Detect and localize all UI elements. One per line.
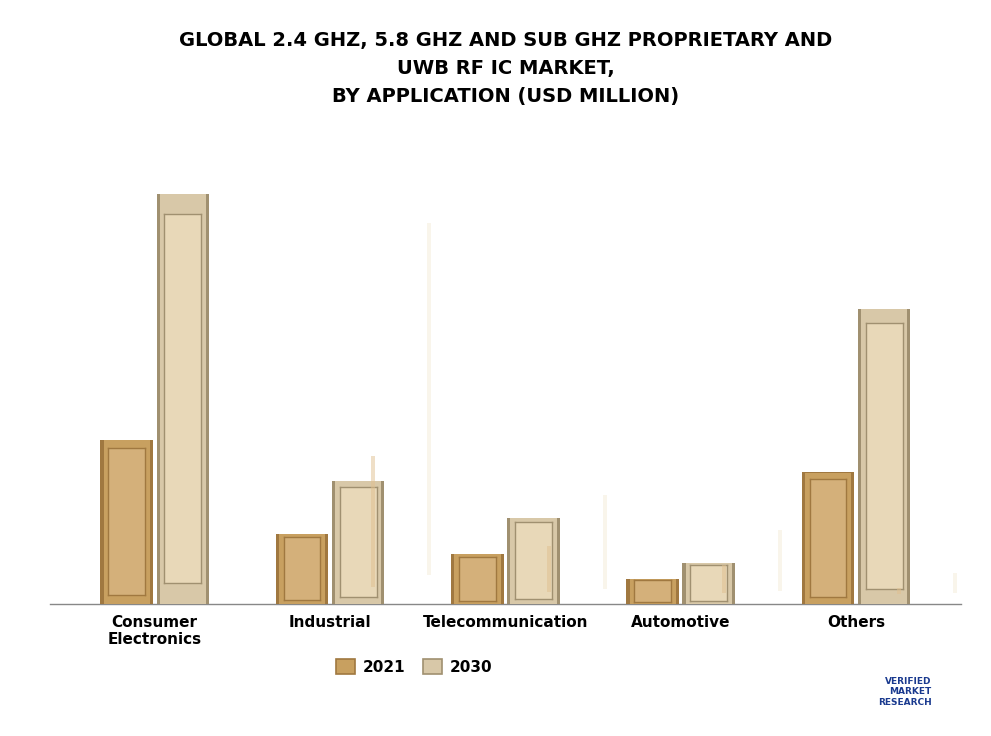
Bar	[626, 579, 679, 604]
Bar	[805, 473, 851, 604]
Bar	[897, 588, 901, 594]
Bar	[629, 579, 676, 604]
Bar	[603, 495, 606, 590]
Bar	[332, 481, 385, 604]
Bar	[686, 562, 732, 604]
Bar	[861, 308, 908, 604]
Bar	[427, 222, 431, 575]
Bar	[160, 194, 206, 604]
Bar	[454, 554, 500, 604]
Bar	[283, 537, 320, 600]
Bar	[778, 530, 782, 591]
Bar	[340, 486, 377, 598]
Bar	[100, 439, 153, 604]
Bar	[634, 580, 671, 602]
Bar	[515, 522, 552, 599]
Title: GLOBAL 2.4 GHZ, 5.8 GHZ AND SUB GHZ PROPRIETARY AND
UWB RF IC MARKET,
BY APPLICA: GLOBAL 2.4 GHZ, 5.8 GHZ AND SUB GHZ PROP…	[178, 31, 832, 106]
Bar	[275, 534, 328, 604]
Bar	[547, 545, 551, 592]
Bar	[157, 194, 209, 604]
Bar	[459, 557, 496, 601]
Bar	[691, 565, 727, 601]
Text: VERIFIED
MARKET
RESEARCH: VERIFIED MARKET RESEARCH	[878, 677, 932, 707]
Bar	[802, 473, 854, 604]
Bar	[108, 448, 145, 595]
Bar	[335, 481, 382, 604]
Bar	[278, 534, 325, 604]
Bar	[451, 554, 503, 604]
Bar	[507, 517, 560, 604]
Bar	[165, 214, 201, 583]
Bar	[372, 456, 376, 587]
Bar	[810, 479, 846, 597]
Bar	[683, 562, 735, 604]
Bar	[510, 517, 557, 604]
Bar	[858, 308, 911, 604]
Bar	[866, 323, 903, 589]
Bar	[722, 565, 725, 593]
Bar	[953, 573, 957, 593]
Bar	[103, 439, 150, 604]
Legend: 2021, 2030: 2021, 2030	[330, 652, 498, 681]
